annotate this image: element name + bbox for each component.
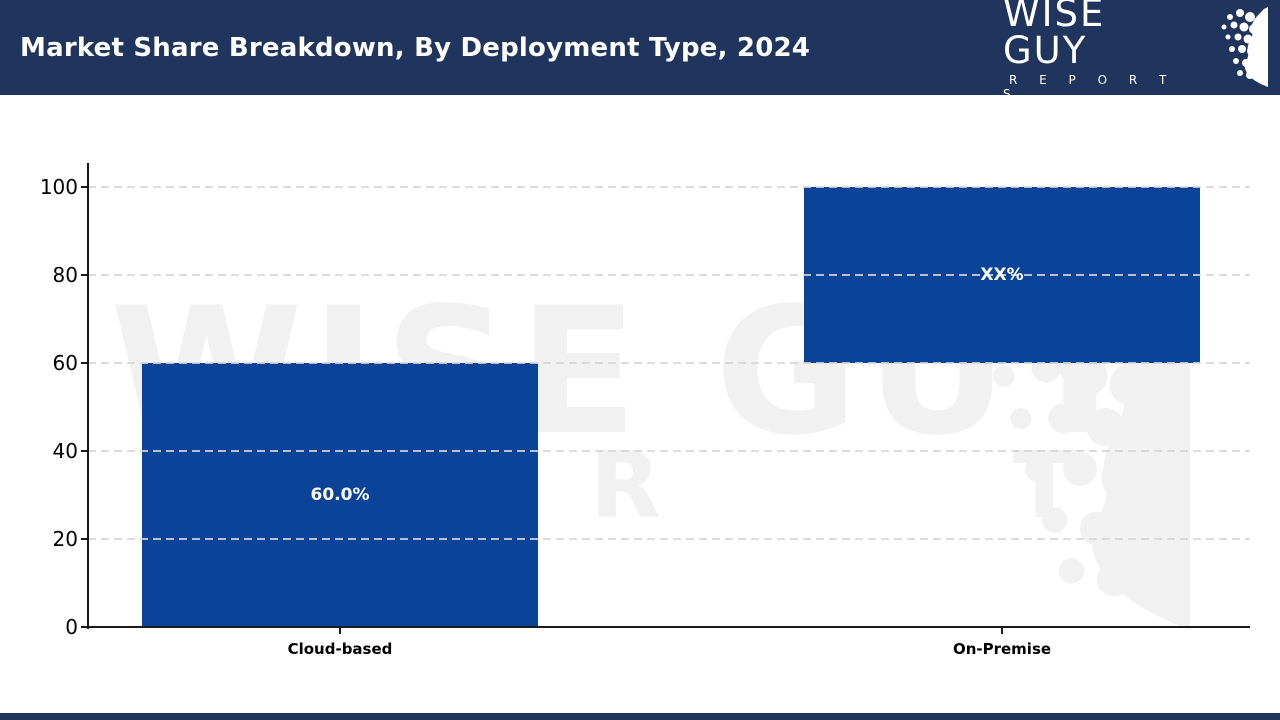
gridline-80 bbox=[88, 274, 1250, 276]
bar-value-label: XX% bbox=[980, 265, 1024, 285]
gridline-100 bbox=[88, 186, 1250, 188]
gridline-20 bbox=[88, 538, 1250, 540]
bar-value-label: 60.0% bbox=[310, 485, 370, 505]
logo-wordmark: WISE GUY R E P O R T S bbox=[1003, 0, 1196, 101]
page-title: Market Share Breakdown, By Deployment Ty… bbox=[20, 32, 811, 63]
x-category-label: On-Premise bbox=[952, 640, 1052, 658]
y-tick-label-40: 40 bbox=[52, 439, 78, 463]
x-axis-line bbox=[87, 626, 1250, 628]
y-tick-60 bbox=[81, 362, 88, 364]
footer-band bbox=[0, 713, 1280, 720]
y-tick-label-60: 60 bbox=[52, 351, 78, 375]
y-tick-label-20: 20 bbox=[52, 527, 78, 551]
logo-brand-name: WISE GUY bbox=[1003, 0, 1106, 72]
wise-guy-reports-logo: WISE GUY R E P O R T S bbox=[1003, 0, 1268, 101]
gridline-40 bbox=[88, 450, 1250, 452]
y-tick-100 bbox=[81, 186, 88, 188]
x-category-label: Cloud-based bbox=[287, 640, 393, 658]
x-tick-1 bbox=[1001, 627, 1003, 634]
y-tick-label-0: 0 bbox=[65, 615, 78, 639]
logo-brand-sub: R E P O R T S bbox=[1003, 73, 1176, 101]
dot-face-icon bbox=[1221, 7, 1268, 87]
y-axis-line bbox=[87, 163, 89, 629]
y-tick-20 bbox=[81, 538, 88, 540]
y-tick-80 bbox=[81, 274, 88, 276]
y-tick-label-100: 100 bbox=[39, 175, 78, 199]
x-tick-0 bbox=[339, 627, 341, 634]
y-tick-label-80: 80 bbox=[52, 263, 78, 287]
y-tick-40 bbox=[81, 450, 88, 452]
y-tick-0 bbox=[81, 626, 88, 628]
bar-cloud-based bbox=[142, 363, 538, 627]
gridline-60 bbox=[88, 362, 1250, 364]
header-band: Market Share Breakdown, By Deployment Ty… bbox=[0, 0, 1280, 101]
